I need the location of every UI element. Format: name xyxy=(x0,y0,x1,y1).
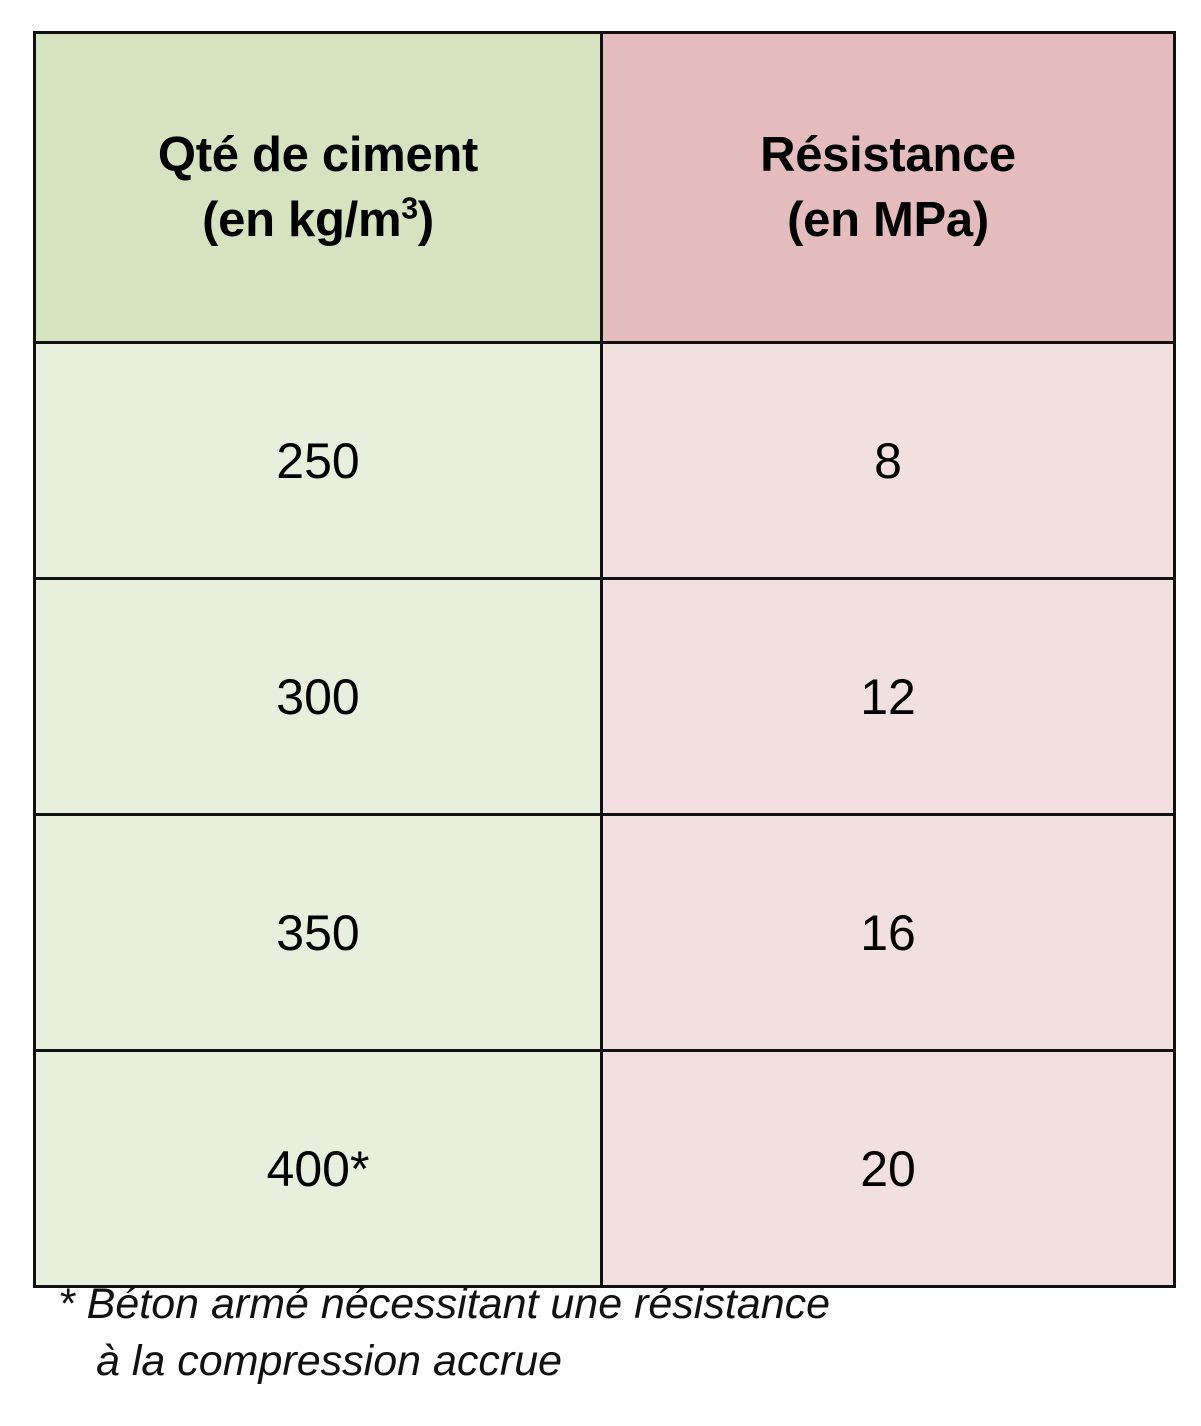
cell-resistance: 20 xyxy=(600,1049,1176,1288)
column-header-cement-unit-prefix: (en kg/m xyxy=(202,192,402,247)
table-row: 350 16 xyxy=(33,813,1176,1052)
table: Qté de ciment (en kg/m3) Résistance (en … xyxy=(33,31,1176,1288)
column-header-cement-unit-suffix: ) xyxy=(417,192,434,247)
table-header-row: Qté de ciment (en kg/m3) Résistance (en … xyxy=(33,31,1176,344)
table-row: 300 12 xyxy=(33,577,1176,816)
cell-cement-quantity: 400* xyxy=(33,1049,603,1288)
table-body: 250 8 300 12 350 16 400* 20 xyxy=(33,341,1176,1288)
table-footnote: * Béton armé nécessitant une résistance … xyxy=(58,1276,1138,1390)
cement-resistance-table: Qté de ciment (en kg/m3) Résistance (en … xyxy=(33,31,1176,1288)
column-header-cement-line1: Qté de ciment xyxy=(157,127,479,182)
table-row: 250 8 xyxy=(33,341,1176,580)
cell-cement-quantity: 350 xyxy=(33,813,603,1052)
table-header: Qté de ciment (en kg/m3) Résistance (en … xyxy=(33,31,1176,344)
cell-resistance: 16 xyxy=(600,813,1176,1052)
footnote-line-2: à la compression accrue xyxy=(96,1337,563,1386)
column-header-cement-quantity: Qté de ciment (en kg/m3) xyxy=(33,31,603,344)
table-row: 400* 20 xyxy=(33,1049,1176,1288)
footnote-line-1: * Béton armé nécessitant une résistance xyxy=(58,1280,831,1328)
column-header-resistance-line2: (en MPa) xyxy=(787,192,989,247)
column-header-resistance: Résistance (en MPa) xyxy=(600,31,1176,344)
cell-resistance: 8 xyxy=(600,341,1176,580)
cell-cement-quantity: 300 xyxy=(33,577,603,816)
column-header-resistance-line1: Résistance xyxy=(760,127,1016,182)
column-header-cement-line2: (en kg/m3) xyxy=(36,188,600,253)
column-header-cement-unit-exponent: 3 xyxy=(401,191,418,226)
cell-cement-quantity: 250 xyxy=(33,341,603,580)
cell-resistance: 12 xyxy=(600,577,1176,816)
